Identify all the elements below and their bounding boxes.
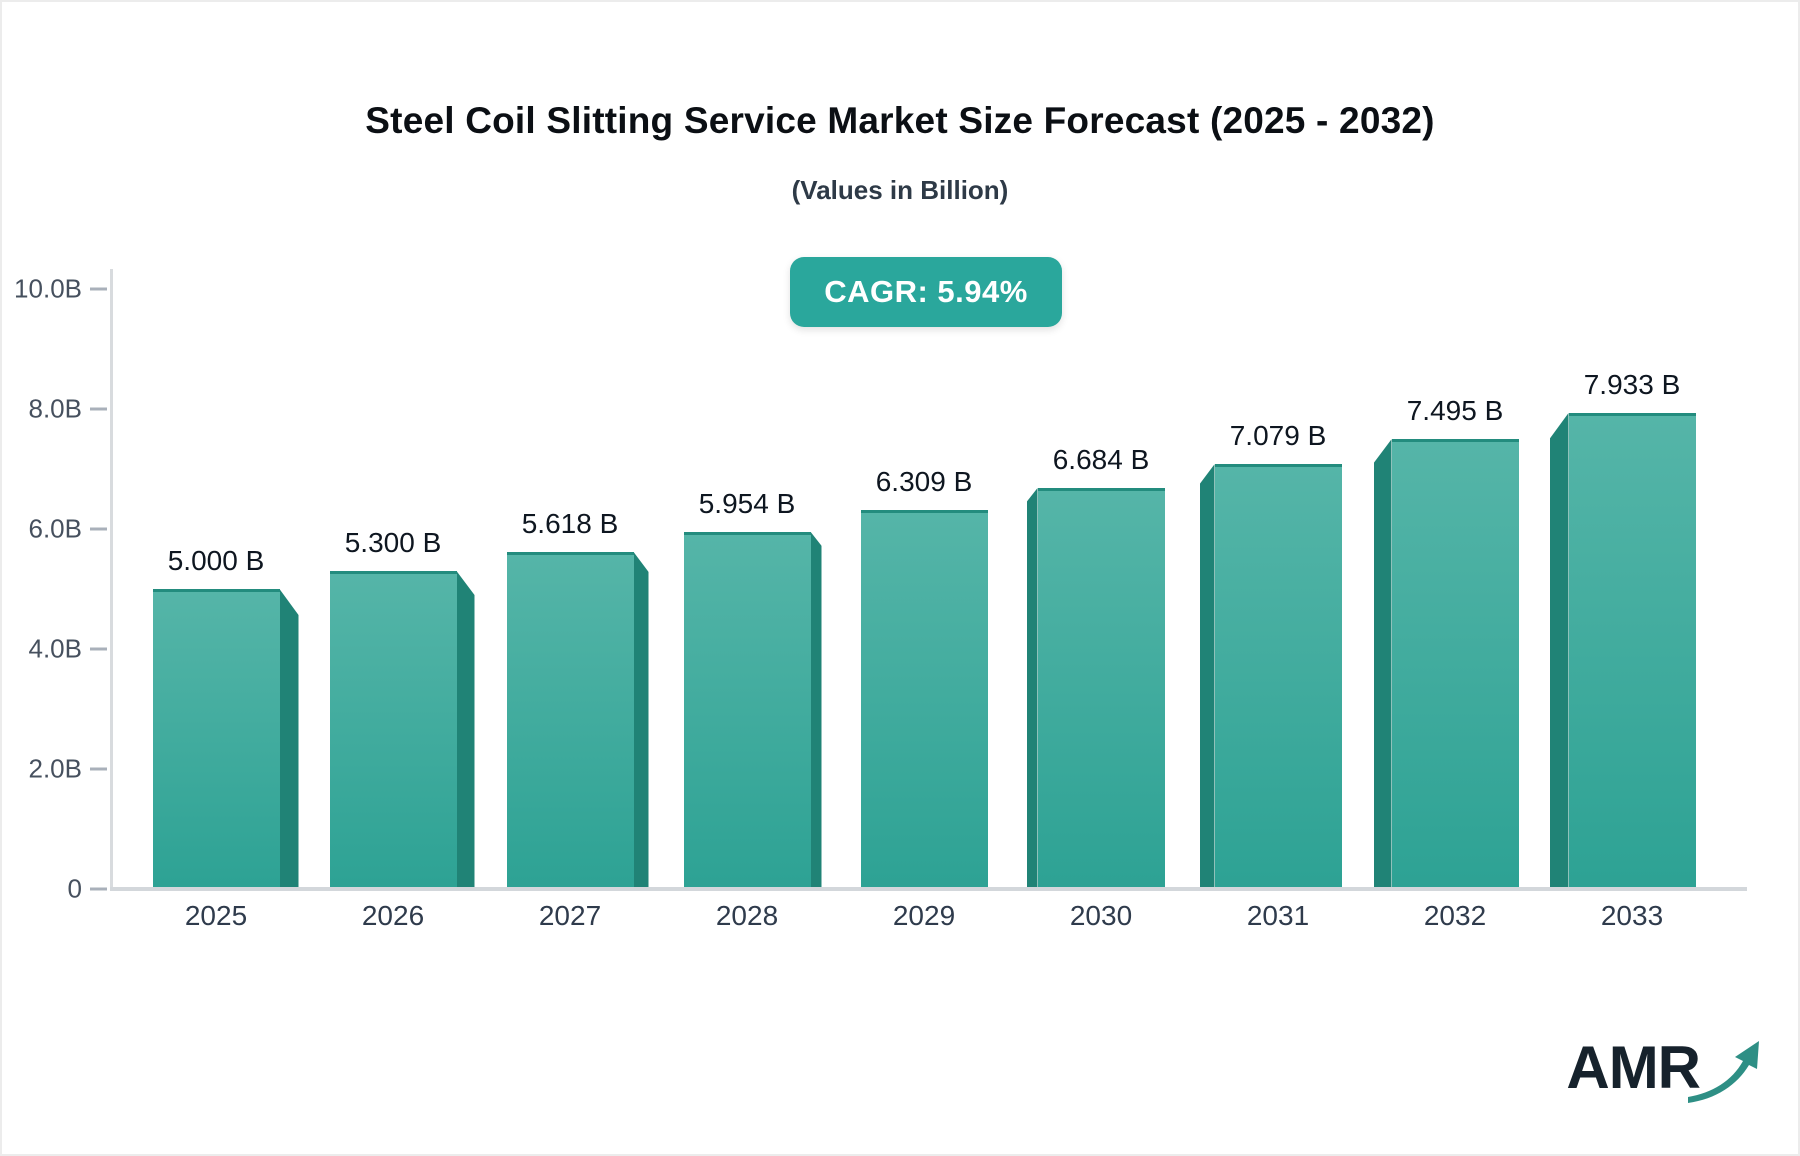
y-tick-mark [90, 887, 107, 891]
x-tick-label: 2028 [715, 900, 779, 931]
bar-2033 [1568, 413, 1696, 889]
bar-value-label: 6.309 B [875, 466, 973, 498]
bar-value-label: 7.495 B [1406, 395, 1504, 427]
bar-2032-side-face [1373, 439, 1392, 889]
chart-subtitle: (Values in Billion) [791, 175, 1009, 205]
bar-2028-side-face [810, 531, 822, 889]
bar-2026 [329, 571, 457, 889]
bar-value-label: 5.618 B [521, 507, 619, 539]
x-tick-label: 2032 [1423, 900, 1487, 931]
bar-2028 [683, 531, 811, 889]
growth-arrow-icon [1688, 1040, 1759, 1103]
x-axis-baseline [110, 887, 1747, 891]
bar-2029 [860, 510, 988, 889]
y-tick-mark [90, 647, 107, 651]
x-tick-label: 2033 [1600, 900, 1664, 931]
bar-value-label: 7.933 B [1583, 369, 1681, 401]
x-tick-label: 2031 [1246, 900, 1310, 931]
bar-2033-side-face [1549, 413, 1569, 889]
bar-2025-side-face [279, 589, 299, 889]
cagr-badge-label: CAGR: 5.94% [824, 274, 1028, 309]
y-tick-label: 2.0B [28, 753, 83, 784]
y-tick-label: 4.0B [28, 633, 83, 664]
y-tick-mark [90, 287, 107, 291]
y-axis-line [110, 269, 113, 891]
chart-title: Steel Coil Slitting Service Market Size … [365, 100, 1435, 141]
y-tick-label: 6.0B [28, 513, 83, 544]
x-tick-label: 2027 [538, 900, 602, 931]
bar-value-label: 5.954 B [698, 487, 796, 519]
y-tick-label: 10.0B [14, 273, 82, 304]
y-tick-label: 0 [67, 873, 82, 904]
y-tick-label: 8.0B [28, 393, 83, 424]
bar-2032 [1391, 439, 1519, 889]
bar-2030 [1037, 487, 1165, 889]
y-tick-mark [90, 407, 107, 411]
bar-value-label: 5.000 B [167, 545, 265, 576]
bar-2027-side-face [633, 551, 649, 889]
x-tick-label: 2025 [184, 900, 248, 931]
y-tick-mark [90, 767, 107, 771]
bar-2026-side-face [456, 571, 475, 889]
bar-value-label: 7.079 B [1229, 420, 1327, 452]
bar-2027 [506, 551, 634, 889]
bar-2031 [1214, 464, 1342, 889]
x-tick-label: 2026 [361, 900, 425, 931]
cagr-badge: CAGR: 5.94% [790, 257, 1062, 327]
x-tick-label: 2030 [1069, 900, 1133, 931]
bar-2031-side-face [1199, 464, 1215, 889]
y-tick-mark [90, 527, 107, 531]
amr-logo-text: AMR [1566, 1034, 1701, 1101]
amr-logo: AMR [1566, 1033, 1764, 1103]
bar-2030-side-face [1026, 487, 1038, 889]
x-tick-label: 2029 [892, 900, 956, 931]
bar-value-label: 5.300 B [344, 527, 442, 558]
bar-2025 [152, 589, 280, 889]
bar-value-label: 6.684 B [1052, 443, 1150, 475]
